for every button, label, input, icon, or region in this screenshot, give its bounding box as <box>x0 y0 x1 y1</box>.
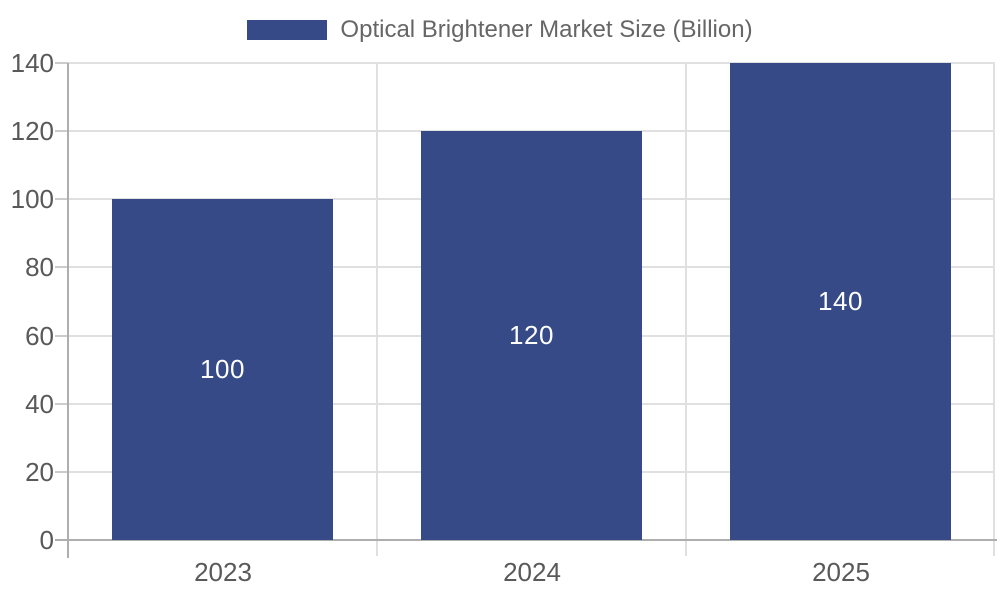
bar[interactable]: 100 <box>112 199 333 540</box>
x-axis-label: 2024 <box>503 557 561 587</box>
gridline-horizontal <box>68 62 995 64</box>
y-axis-tick <box>55 266 68 269</box>
y-axis-label: 0 <box>39 525 54 555</box>
gridline-vertical <box>993 63 995 556</box>
y-axis-label: 100 <box>10 184 54 214</box>
bar-value-label: 140 <box>818 286 863 316</box>
bar[interactable]: 120 <box>421 131 642 540</box>
y-axis-label: 20 <box>25 457 54 487</box>
bar-value-label: 100 <box>200 354 245 384</box>
y-axis-tick <box>55 334 68 337</box>
x-axis-label: 2023 <box>194 557 252 587</box>
legend-label: Optical Brightener Market Size (Billion) <box>340 16 753 43</box>
plot-area: 100 120 140 <box>55 62 997 558</box>
y-axis-line <box>67 63 69 558</box>
gridline-vertical <box>376 63 378 556</box>
legend-swatch <box>247 20 328 40</box>
y-axis-tick <box>55 198 68 201</box>
y-axis-tick <box>55 62 68 64</box>
y-axis-label: 40 <box>25 389 54 419</box>
bar[interactable]: 140 <box>730 63 951 540</box>
gridline-vertical <box>685 63 687 556</box>
y-axis-label: 120 <box>10 116 54 146</box>
y-axis-tick <box>55 402 68 405</box>
x-axis-line <box>55 539 997 541</box>
legend[interactable]: Optical Brightener Market Size (Billion) <box>0 13 1000 47</box>
bar-value-label: 120 <box>509 320 554 350</box>
y-axis-label: 140 <box>10 48 54 78</box>
y-axis-tick <box>55 130 68 133</box>
y-axis-label: 60 <box>25 321 54 351</box>
y-axis-label: 80 <box>25 252 54 282</box>
x-axis-label: 2025 <box>812 557 870 587</box>
y-axis-tick <box>55 470 68 473</box>
